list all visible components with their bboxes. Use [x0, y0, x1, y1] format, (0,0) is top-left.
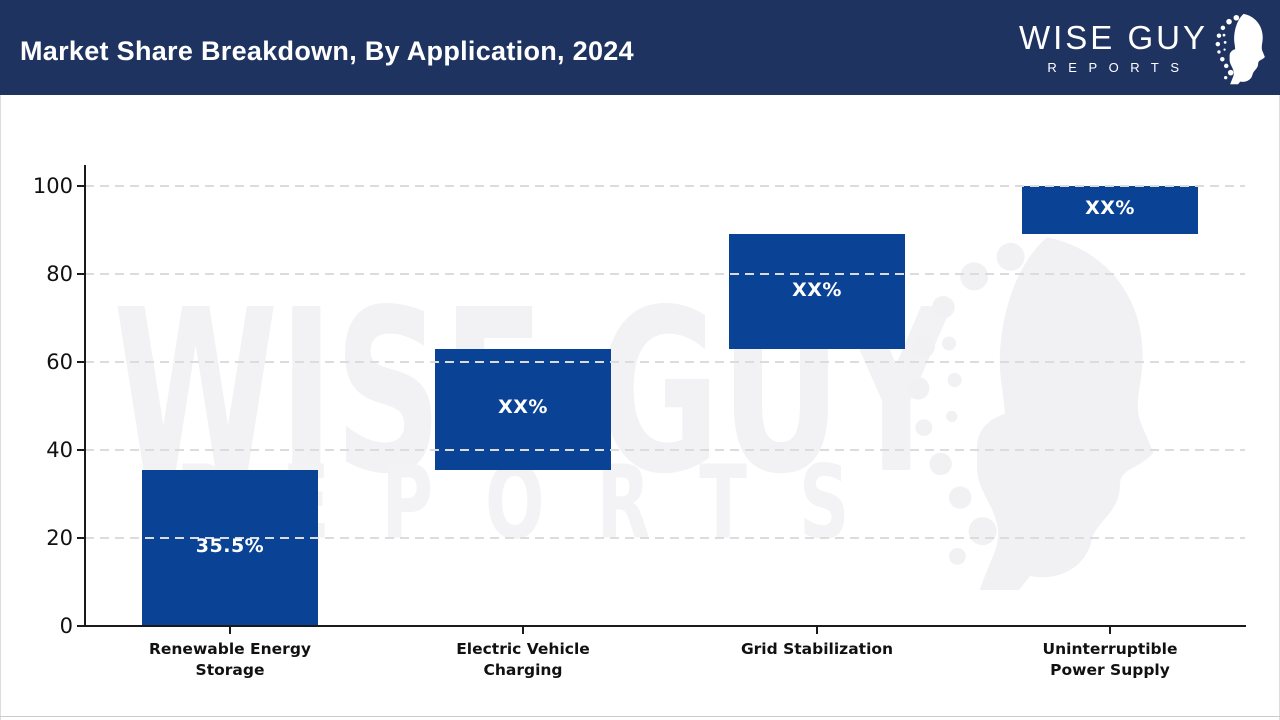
- y-axis-line: [84, 165, 86, 627]
- bar-segment: [1022, 186, 1198, 235]
- header-bar: Market Share Breakdown, By Application, …: [0, 0, 1280, 95]
- bar-segment: [142, 469, 318, 626]
- category-label-line: Charging: [483, 661, 563, 679]
- gridline: [85, 185, 1245, 187]
- y-tick-mark: [77, 273, 84, 275]
- y-tick-mark: [77, 449, 84, 451]
- logo-text: WISE GUY REPORTS: [1019, 21, 1208, 75]
- gridline: [85, 273, 1245, 275]
- watermark-head-icon: [878, 226, 1160, 590]
- y-tick-mark: [77, 625, 84, 627]
- y-tick-mark: [77, 537, 84, 539]
- category-label-line: Uninterruptible: [1042, 640, 1178, 658]
- category-label-line: Electric Vehicle: [456, 640, 590, 658]
- y-tick-label: 60: [46, 350, 73, 374]
- category-label-line: Power Supply: [1050, 661, 1170, 679]
- gridline: [85, 449, 1245, 451]
- bar-value-label: 35.5%: [195, 534, 265, 557]
- y-tick-label: 80: [46, 262, 73, 286]
- logo-wordmark: WISE GUY: [1018, 19, 1208, 56]
- category-label-line: Grid Stabilization: [740, 640, 894, 658]
- category-label-line: Renewable Energy: [148, 640, 312, 658]
- wiseguy-logo: WISE GUY REPORTS: [1019, 8, 1266, 88]
- y-tick-label: 0: [59, 614, 73, 638]
- x-tick-mark: [816, 627, 818, 634]
- x-axis-line: [84, 625, 1246, 627]
- x-tick-mark: [1109, 627, 1111, 634]
- x-tick-mark: [522, 627, 524, 634]
- category-label: Electric Vehicle Charging: [403, 639, 643, 681]
- gridline: [85, 361, 1245, 363]
- category-label: Grid Stabilization: [697, 639, 937, 660]
- frame-left-line: [0, 95, 1, 720]
- logo-subtext: REPORTS: [1047, 60, 1191, 75]
- gridline: [85, 537, 1245, 539]
- category-label: Renewable Energy Storage: [110, 639, 350, 681]
- bar-value-label: XX%: [792, 278, 842, 301]
- y-tick-mark: [77, 185, 84, 187]
- bar-value-label: XX%: [498, 396, 548, 419]
- y-tick-label: 40: [46, 438, 73, 462]
- category-label-line: Storage: [195, 661, 265, 679]
- x-tick-mark: [229, 627, 231, 634]
- category-label: Uninterruptible Power Supply: [990, 639, 1230, 681]
- y-tick-label: 20: [46, 526, 73, 550]
- footer-divider: [0, 716, 1280, 717]
- y-tick-label: 100: [32, 174, 73, 198]
- bar-segment: [729, 234, 905, 349]
- y-tick-mark: [77, 361, 84, 363]
- bar-value-label: XX%: [1085, 197, 1135, 220]
- chart-title: Market Share Breakdown, By Application, …: [20, 36, 634, 66]
